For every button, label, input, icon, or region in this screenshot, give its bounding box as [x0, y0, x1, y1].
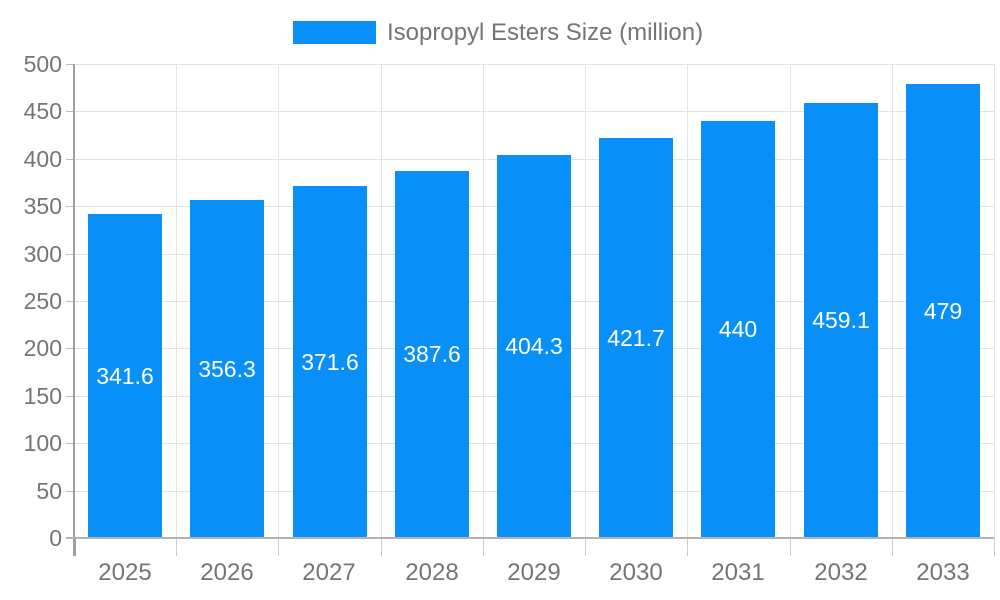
y-axis-line: [73, 64, 75, 556]
y-axis-tick: [66, 348, 74, 349]
y-axis-tick: [66, 64, 74, 65]
y-axis-label: 350: [23, 193, 62, 219]
x-axis-label: 2026: [200, 559, 254, 586]
y-axis-tick: [66, 491, 74, 492]
x-axis-baseline: [66, 537, 994, 539]
y-axis-tick: [66, 301, 74, 302]
y-axis-tick: [66, 111, 74, 112]
y-axis-label: 150: [23, 383, 62, 409]
x-axis-tick: [74, 538, 76, 556]
x-axis-tick: [687, 538, 688, 556]
x-axis-label: 2029: [507, 559, 561, 586]
bar-value-label: 404.3: [505, 333, 563, 359]
y-axis-tick: [66, 159, 74, 160]
x-axis-tick: [892, 538, 893, 556]
y-axis-tick: [66, 396, 74, 397]
bar-value-label: 459.1: [812, 307, 870, 333]
legend-swatch: [293, 21, 376, 44]
bar-value-label: 440: [718, 316, 758, 342]
bar-value-label: 421.7: [607, 325, 665, 351]
y-axis-label: 50: [36, 478, 62, 504]
bar-2030[interactable]: [599, 138, 673, 538]
gridline-vertical: [176, 64, 177, 538]
gridline-vertical: [483, 64, 484, 538]
gridline-vertical: [687, 64, 688, 538]
x-axis-label: 2031: [711, 559, 765, 586]
bar-value-label: 371.6: [301, 349, 359, 375]
bar-2029[interactable]: [497, 155, 571, 538]
gridline-horizontal: [74, 111, 994, 112]
x-axis-label: 2025: [98, 559, 152, 586]
y-axis-label: 400: [23, 146, 62, 172]
x-axis-label: 2028: [405, 559, 459, 586]
gridline-vertical: [381, 64, 382, 538]
x-axis-tick: [790, 538, 791, 556]
y-axis-tick: [66, 206, 74, 207]
y-axis-label: 500: [23, 51, 62, 77]
y-axis-tick: [66, 254, 74, 255]
bar-value-label: 387.6: [403, 341, 461, 367]
x-axis-tick: [994, 538, 995, 556]
y-axis-tick: [66, 443, 74, 444]
x-axis-label: 2033: [916, 559, 970, 586]
bar-2025[interactable]: [88, 214, 162, 538]
bar-value-label: 356.3: [198, 356, 256, 382]
x-axis-label: 2032: [814, 559, 868, 586]
bar-2033[interactable]: [906, 84, 980, 538]
y-axis-label: 100: [23, 430, 62, 456]
y-axis-label: 250: [23, 288, 62, 314]
gridline-vertical: [892, 64, 893, 538]
y-axis-label: 300: [23, 241, 62, 267]
y-axis-label: 200: [23, 335, 62, 361]
x-axis-label: 2027: [302, 559, 356, 586]
x-axis-tick: [381, 538, 382, 556]
x-axis-tick: [176, 538, 177, 556]
x-axis-label: 2030: [609, 559, 663, 586]
gridline-horizontal: [74, 64, 994, 65]
bar-2026[interactable]: [190, 200, 264, 538]
gridline-vertical: [278, 64, 279, 538]
bar-2028[interactable]: [395, 171, 469, 538]
y-axis-label: 450: [23, 98, 62, 124]
bar-2027[interactable]: [293, 186, 367, 538]
x-axis-tick: [585, 538, 586, 556]
bar-value-label: 479: [923, 298, 963, 324]
gridline-vertical: [585, 64, 586, 538]
bar-2032[interactable]: [804, 103, 878, 538]
y-axis-label: 0: [49, 525, 62, 551]
bar-2031[interactable]: [701, 121, 775, 538]
gridline-vertical: [994, 64, 995, 538]
gridline-vertical: [790, 64, 791, 538]
x-axis-tick: [278, 538, 279, 556]
legend-label: Isopropyl Esters Size (million): [387, 19, 704, 46]
bar-value-label: 341.6: [96, 363, 154, 389]
legend-item[interactable]: Isopropyl Esters Size (million): [293, 19, 704, 46]
x-axis-tick: [483, 538, 484, 556]
